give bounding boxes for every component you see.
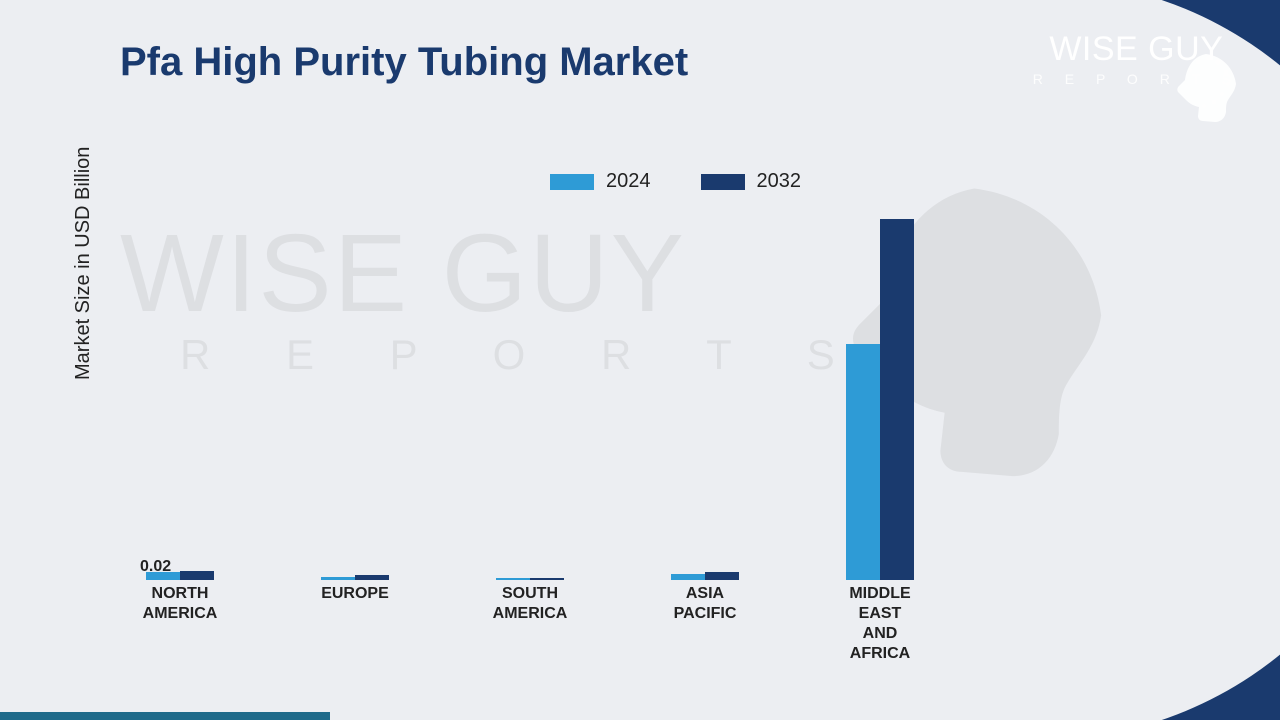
- bar-group: [820, 200, 940, 580]
- bar: [355, 575, 389, 580]
- value-label: 0.02: [140, 558, 171, 576]
- legend-item-0: 2024: [550, 170, 651, 193]
- bar: [530, 578, 564, 580]
- chart-title: Pfa High Purity Tubing Market: [120, 40, 688, 85]
- category-label: EUROPE: [295, 584, 415, 664]
- category-label: NORTHAMERICA: [120, 584, 240, 664]
- bar: [321, 577, 355, 580]
- bar: [496, 578, 530, 580]
- head-icon: [1170, 52, 1240, 130]
- brand-logo: WISE GUY R E P O R T S: [1033, 30, 1240, 87]
- category-label: MIDDLEEASTANDAFRICA: [820, 584, 940, 664]
- legend-swatch-1: [701, 174, 745, 190]
- legend-label-1: 2032: [757, 170, 802, 193]
- bar: [671, 574, 705, 580]
- category-labels: NORTHAMERICA EUROPE SOUTHAMERICA ASIAPACIFI…: [120, 584, 940, 664]
- legend: 2024 2032: [550, 170, 801, 193]
- legend-label-0: 2024: [606, 170, 651, 193]
- accent-bar: [0, 712, 330, 720]
- bar: [880, 219, 914, 580]
- bar-group: [120, 200, 240, 580]
- stage: WISE GUY R E P O R T S Pfa High Purity T…: [0, 0, 1280, 720]
- bar: [846, 344, 880, 580]
- bar-group: [295, 200, 415, 580]
- bar-group: [470, 200, 590, 580]
- category-label: SOUTHAMERICA: [470, 584, 590, 664]
- bar: [705, 572, 739, 580]
- legend-swatch-0: [550, 174, 594, 190]
- bar-groups: [120, 200, 940, 580]
- category-label: ASIAPACIFIC: [645, 584, 765, 664]
- legend-item-1: 2032: [701, 170, 802, 193]
- chart-area: [120, 200, 940, 580]
- y-axis-label: Market Size in USD Billion: [72, 147, 95, 380]
- brand-subtitle: R E P O R T S: [1033, 71, 1240, 87]
- bar-group: [645, 200, 765, 580]
- bar: [180, 571, 214, 581]
